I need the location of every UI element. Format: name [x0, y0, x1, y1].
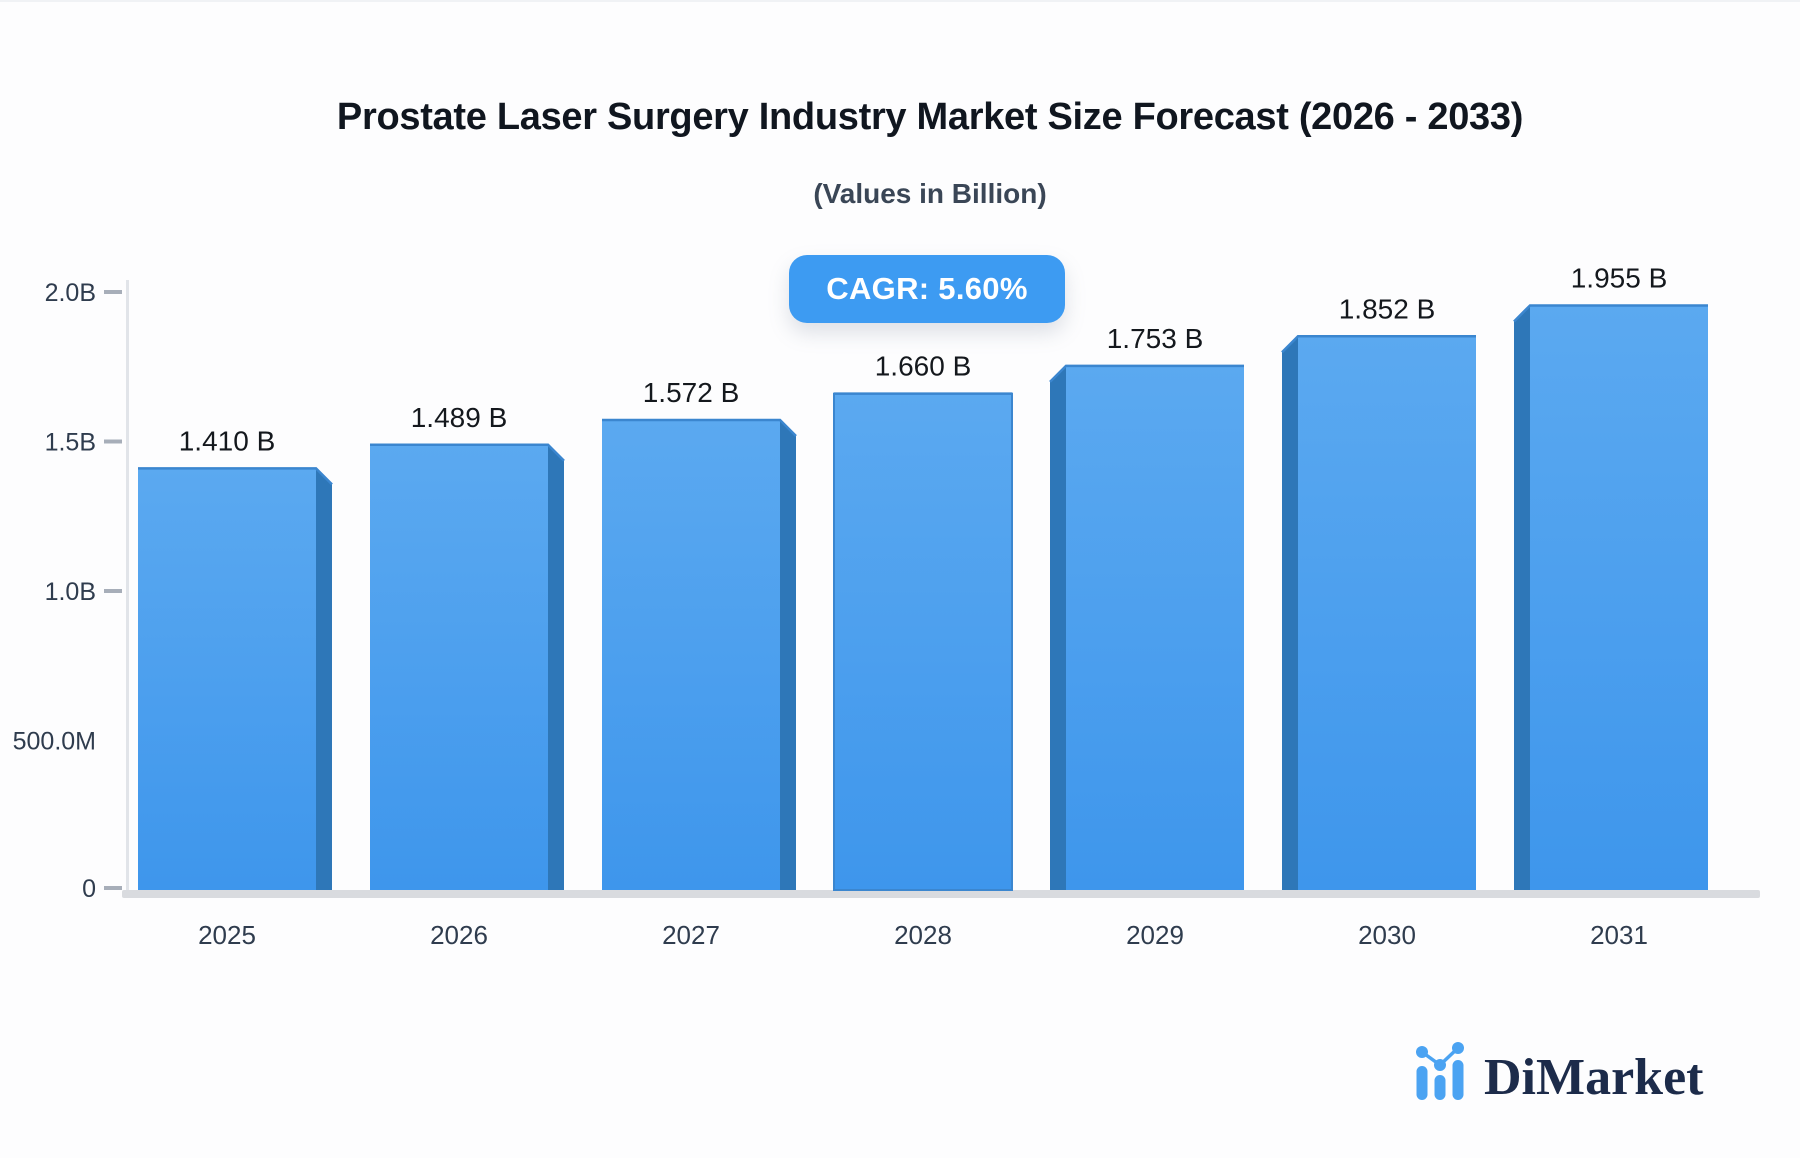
bar-side-face: [316, 468, 332, 890]
y-axis-tick-label: 1.0B: [45, 578, 96, 606]
x-axis-label: 2031: [1590, 920, 1648, 950]
bar-2027[interactable]: [602, 419, 780, 890]
bar-value-label: 1.753 B: [1107, 323, 1204, 354]
bar-side-face: [1514, 305, 1530, 891]
bar-group-2029: 1.753 B 2029: [1049, 323, 1244, 950]
x-axis-label: 2030: [1358, 920, 1416, 950]
y-axis-tick-label: 2.0B: [45, 279, 96, 307]
bar-value-label: 1.852 B: [1339, 293, 1436, 324]
cagr-badge: CAGR: 5.60%: [789, 255, 1065, 323]
bar-group-2030: 1.852 B 2030: [1281, 293, 1476, 950]
brand-name: DiMarket: [1484, 1049, 1704, 1106]
x-axis-label: 2028: [894, 920, 952, 950]
bar-value-label: 1.955 B: [1571, 262, 1668, 293]
bar-group-2026: 1.489 B 2026: [370, 402, 565, 950]
brand-logo[interactable]: DiMarket: [1414, 1040, 1704, 1106]
bar-top-edge: [138, 467, 333, 486]
bar-top-edge: [370, 443, 565, 462]
bar-top-edge: [1049, 364, 1244, 383]
chart-title: Prostate Laser Surgery Industry Market S…: [336, 96, 1524, 138]
x-axis-label: 2029: [1126, 920, 1184, 950]
bar-top-edge: [1281, 335, 1476, 354]
y-axis-tick-label: 500.0M: [13, 728, 96, 756]
bar-value-label: 1.572 B: [643, 377, 740, 408]
y-axis-tick-label: 1.5B: [45, 429, 96, 457]
bar-group-2027: 1.572 B 2027: [602, 377, 797, 950]
bar-side-face: [548, 444, 564, 890]
bar-group-2028: 1.660 B 2028: [833, 351, 1013, 950]
bar-2030[interactable]: [1298, 336, 1476, 890]
bar-2031[interactable]: [1530, 305, 1708, 891]
bar-value-label: 1.660 B: [875, 351, 972, 382]
bar-value-label: 1.489 B: [411, 402, 508, 433]
y-axis-tick-label: 0: [82, 875, 96, 903]
bar-side-face: [780, 419, 796, 890]
x-axis-label: 2026: [430, 920, 488, 950]
chart-subtitle: (Values in Billion): [813, 178, 1047, 209]
cagr-badge-label: CAGR: 5.60%: [826, 271, 1028, 306]
x-axis-baseline: [122, 890, 1760, 898]
x-axis-label: 2027: [662, 920, 720, 950]
dimarket-logo-icon: [1416, 1042, 1464, 1100]
bar-top-edge: [602, 418, 797, 437]
bar-group-2025: 1.410 B 2025: [138, 425, 333, 950]
bar-2028[interactable]: [833, 392, 1013, 891]
bar-2025[interactable]: [138, 468, 316, 890]
bar-value-label: 1.410 B: [179, 425, 276, 456]
bar-group-2031: 1.955 B 2031: [1513, 262, 1708, 950]
bar-2029[interactable]: [1066, 365, 1244, 890]
bar-top-edge: [1513, 304, 1708, 323]
bar-side-face: [1282, 336, 1298, 890]
x-axis-label: 2025: [198, 920, 256, 950]
bar-2026[interactable]: [370, 444, 548, 890]
bar-side-face: [1050, 365, 1066, 890]
y-axis-line: [126, 280, 129, 890]
